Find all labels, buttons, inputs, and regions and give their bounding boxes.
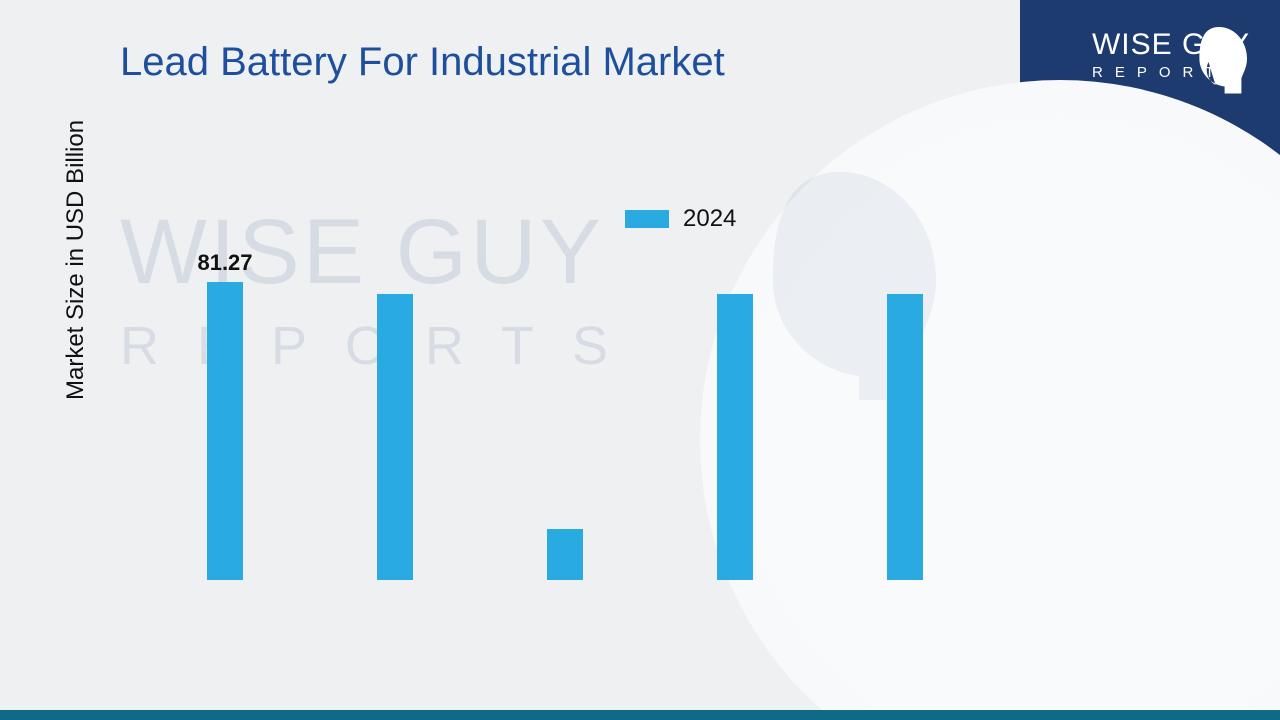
legend: 2024 — [625, 205, 736, 233]
baseline — [120, 579, 950, 580]
brand-head-icon — [1184, 22, 1254, 102]
bar-chart: 81.27NORTH AMERICAEUROPESOUTH AMERICAASI… — [120, 250, 950, 580]
legend-label: 2024 — [683, 205, 736, 233]
footer-bar — [0, 710, 1280, 720]
bar — [717, 294, 753, 580]
brand-logo: WISE GUY REPORTS — [1092, 28, 1250, 81]
bar — [207, 282, 243, 580]
chart-title: Lead Battery For Industrial Market — [120, 40, 725, 85]
bar — [547, 529, 583, 580]
bar — [887, 294, 923, 580]
bar-value: 81.27 — [197, 250, 252, 276]
bar — [377, 294, 413, 580]
legend-swatch — [625, 210, 669, 228]
y-axis-label: Market Size in USD Billion — [62, 120, 90, 400]
